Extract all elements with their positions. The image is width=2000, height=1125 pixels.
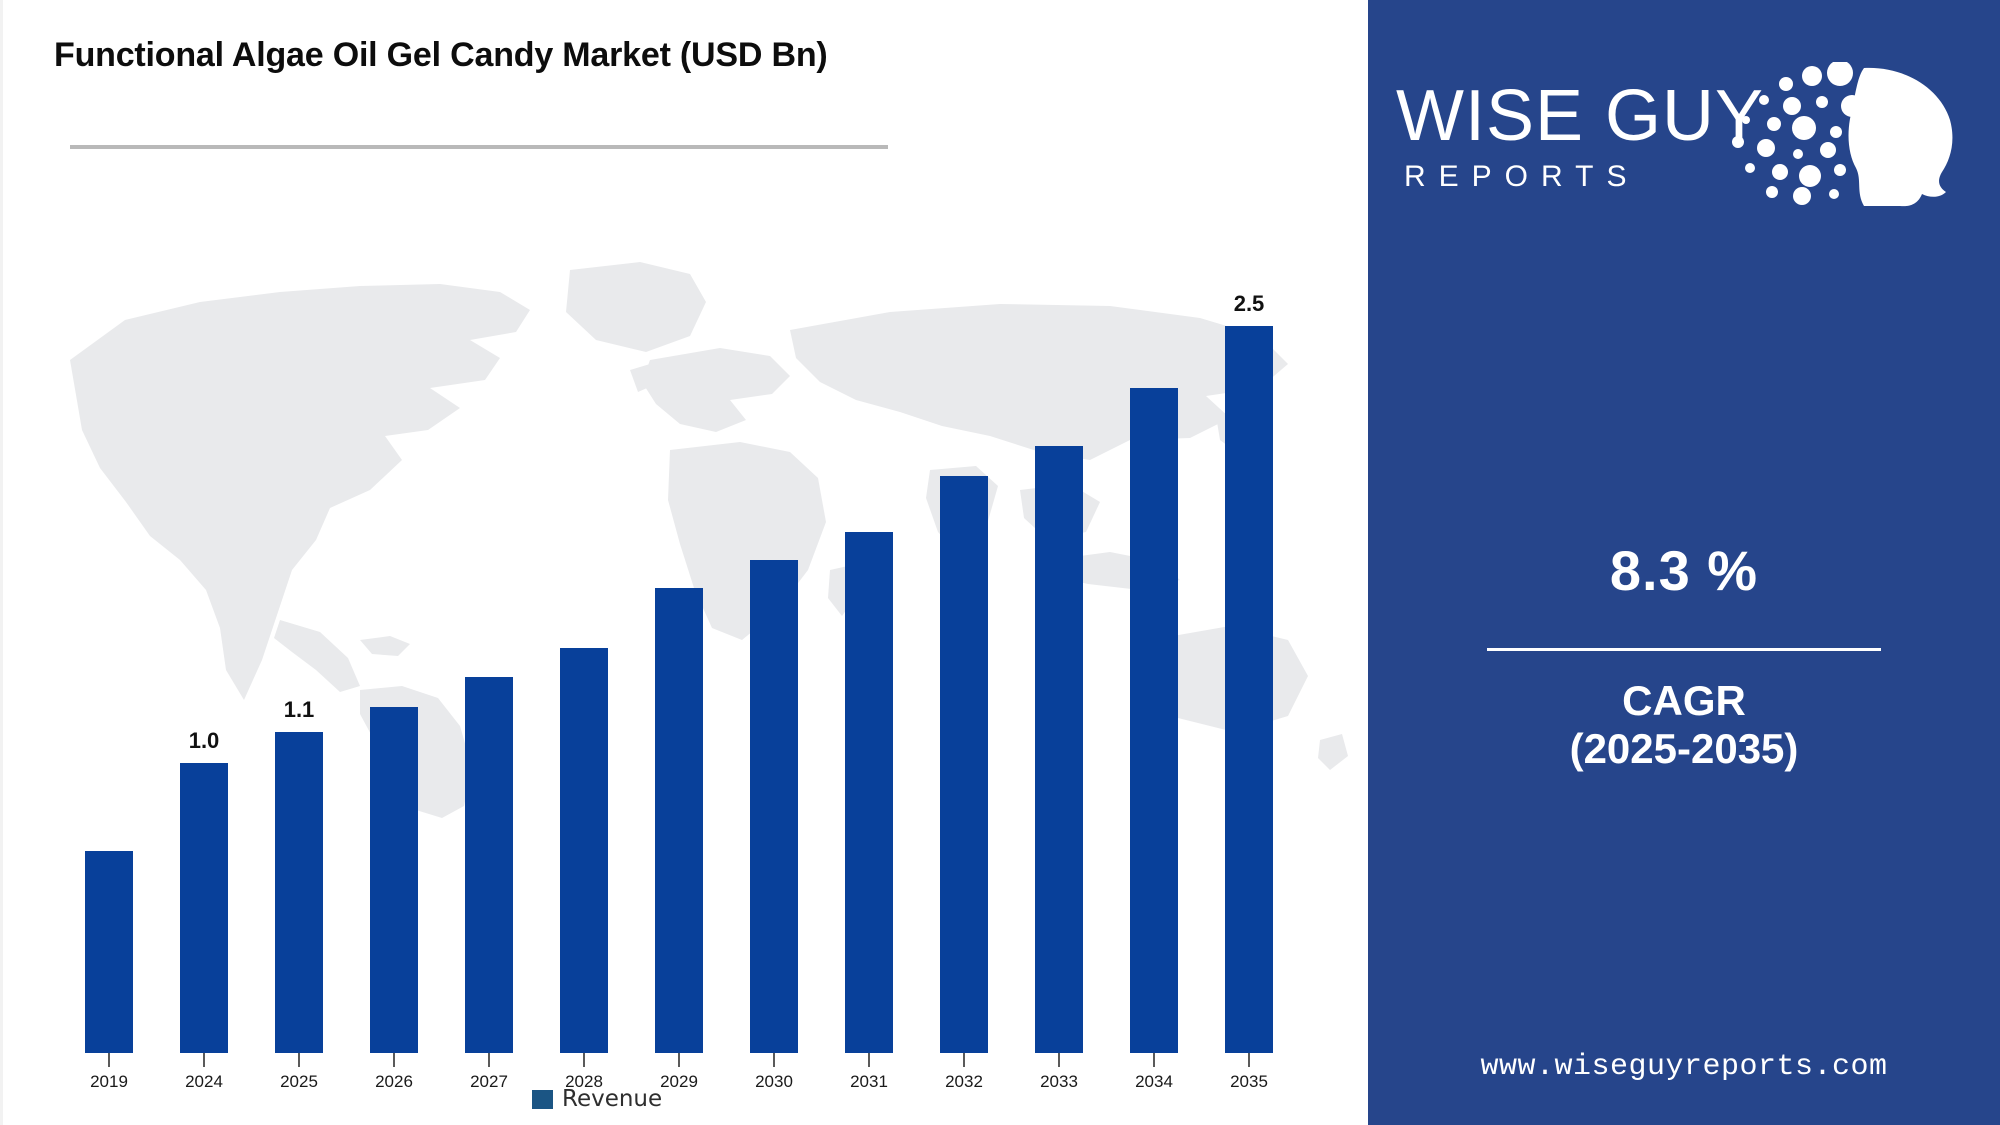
bar-2025: [275, 732, 323, 1053]
axis-label-2025: 2025: [280, 1072, 318, 1091]
axis-label-2029: 2029: [660, 1072, 698, 1091]
cagr-divider: [1487, 647, 1881, 651]
page-title: Functional Algae Oil Gel Candy Market (U…: [54, 36, 828, 74]
axis-tick-2033: [1058, 1053, 1060, 1067]
bar-value-2035: 2.5: [1233, 291, 1265, 316]
cagr-block: 8.3 % CAGR (2025-2035): [1368, 540, 2000, 774]
cagr-caption-line1: CAGR: [1622, 676, 1746, 724]
bar-2031: [845, 532, 893, 1053]
brand-side-panel: WISE GUY REPORTS: [1368, 0, 2000, 1125]
cagr-value: 8.3 %: [1609, 539, 1759, 602]
svg-text:REPORTS: REPORTS: [1404, 160, 1639, 193]
bar-2028: [560, 648, 608, 1053]
axis-label-2031: 2031: [850, 1072, 888, 1091]
bar-2019: [85, 851, 133, 1053]
bar-value-2024: 1.0: [188, 728, 220, 753]
axis-label-2019: 2019: [90, 1072, 128, 1091]
axis-tick-2035: [1248, 1053, 1250, 1067]
axis-tick-2028: [583, 1053, 585, 1067]
axis-tick-2031: [868, 1053, 870, 1067]
bar-2029: [655, 588, 703, 1053]
bar-2033: [1035, 446, 1083, 1053]
axis-tick-2024: [203, 1053, 205, 1067]
axis-label-2032: 2032: [945, 1072, 983, 1091]
cagr-caption: CAGR (2025-2035): [1368, 677, 2000, 774]
axis-label-2027: 2027: [470, 1072, 508, 1091]
chart-legend: Revenue: [532, 1086, 662, 1112]
bar-2034: [1130, 388, 1178, 1053]
axis-label-2033: 2033: [1040, 1072, 1078, 1091]
axis-tick-2027: [488, 1053, 490, 1067]
legend-swatch-revenue: [532, 1089, 553, 1109]
axis-label-2030: 2030: [755, 1072, 793, 1091]
axis-tick-2034: [1153, 1053, 1155, 1067]
left-edge-divider: [0, 0, 3, 1125]
axis-tick-2032: [963, 1053, 965, 1067]
axis-tick-2029: [678, 1053, 680, 1067]
cagr-caption-line2: (2025-2035): [1569, 725, 1799, 773]
svg-text:WISE GUY: WISE GUY: [1396, 76, 1764, 156]
axis-label-2028: 2028: [565, 1072, 603, 1091]
axis-tick-2030: [773, 1053, 775, 1067]
bar-value-2025: 1.1: [283, 697, 315, 722]
title-divider: [70, 145, 888, 149]
axis-label-2034: 2034: [1135, 1072, 1173, 1091]
axis-label-2024: 2024: [185, 1072, 223, 1091]
bar-2027: [465, 677, 513, 1053]
axis-label-2035: 2035: [1230, 1072, 1268, 1091]
bar-2026: [370, 707, 418, 1053]
website-url: www.wiseguyreports.com: [1480, 1050, 1888, 1084]
legend-label-revenue: Revenue: [562, 1086, 663, 1112]
bar-plot: 2019 1.0 2024 1.1 2025 2026 2027 2028: [85, 291, 1273, 1091]
bar-2035: [1225, 326, 1273, 1053]
axis-tick-2019: [108, 1053, 110, 1067]
axis-label-2026: 2026: [375, 1072, 413, 1091]
bar-2030: [750, 560, 798, 1053]
bar-2024: [180, 763, 228, 1053]
axis-tick-2025: [298, 1053, 300, 1067]
axis-tick-2026: [393, 1053, 395, 1067]
wise-guy-reports-logo: WISE GUY REPORTS: [1394, 62, 1974, 207]
bar-2032: [940, 476, 988, 1053]
chart-area: Functional Algae Oil Gel Candy Market (U…: [0, 0, 1348, 1125]
